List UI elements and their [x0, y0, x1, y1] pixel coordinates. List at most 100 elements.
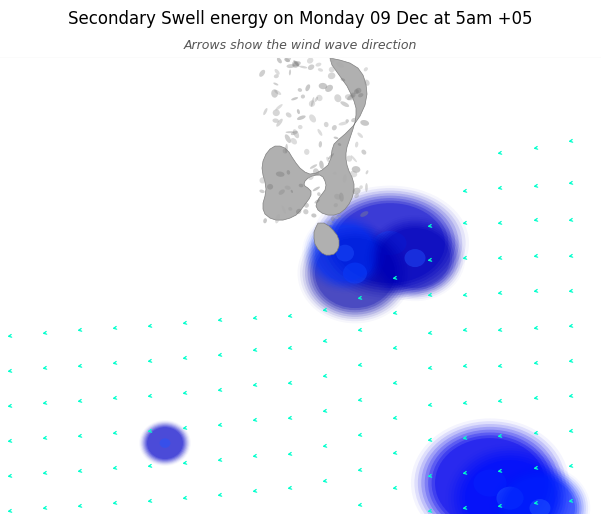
Ellipse shape	[308, 218, 382, 288]
Bar	[598, 58, 601, 514]
Ellipse shape	[334, 215, 338, 219]
Ellipse shape	[273, 109, 280, 116]
Polygon shape	[314, 223, 339, 255]
Ellipse shape	[351, 155, 357, 162]
Ellipse shape	[373, 231, 406, 255]
Ellipse shape	[146, 426, 184, 460]
Ellipse shape	[276, 172, 284, 177]
Ellipse shape	[285, 144, 288, 153]
Ellipse shape	[328, 153, 334, 159]
Ellipse shape	[298, 125, 302, 129]
Ellipse shape	[263, 218, 267, 223]
Ellipse shape	[332, 200, 448, 286]
Ellipse shape	[305, 84, 310, 91]
Ellipse shape	[355, 142, 358, 148]
Ellipse shape	[316, 63, 322, 67]
Ellipse shape	[451, 448, 569, 514]
Ellipse shape	[315, 225, 375, 281]
Ellipse shape	[313, 223, 377, 283]
Ellipse shape	[336, 245, 354, 262]
Ellipse shape	[364, 80, 370, 86]
Ellipse shape	[299, 183, 304, 188]
Ellipse shape	[275, 214, 280, 224]
Ellipse shape	[345, 94, 355, 100]
Ellipse shape	[319, 141, 322, 148]
Ellipse shape	[326, 157, 329, 162]
Ellipse shape	[347, 95, 353, 100]
Ellipse shape	[304, 214, 386, 291]
Ellipse shape	[359, 186, 363, 189]
Ellipse shape	[376, 224, 454, 292]
Ellipse shape	[276, 119, 282, 126]
Ellipse shape	[314, 188, 466, 298]
Ellipse shape	[292, 61, 299, 68]
Ellipse shape	[273, 83, 278, 85]
Ellipse shape	[355, 88, 361, 94]
Ellipse shape	[279, 190, 285, 195]
Ellipse shape	[304, 149, 310, 155]
Ellipse shape	[337, 62, 344, 68]
Ellipse shape	[369, 219, 461, 298]
Ellipse shape	[365, 170, 368, 174]
Ellipse shape	[492, 467, 588, 514]
Ellipse shape	[494, 469, 586, 514]
Ellipse shape	[287, 170, 290, 175]
Ellipse shape	[314, 97, 318, 102]
Ellipse shape	[285, 186, 291, 190]
Ellipse shape	[353, 188, 361, 194]
Ellipse shape	[318, 191, 462, 296]
Ellipse shape	[293, 61, 300, 66]
Ellipse shape	[361, 120, 369, 126]
Ellipse shape	[314, 199, 320, 204]
Ellipse shape	[352, 166, 361, 173]
Ellipse shape	[496, 471, 584, 514]
Ellipse shape	[435, 438, 545, 514]
Ellipse shape	[307, 58, 313, 64]
Ellipse shape	[325, 85, 333, 92]
Ellipse shape	[313, 168, 319, 175]
Ellipse shape	[304, 203, 309, 208]
Ellipse shape	[291, 97, 298, 100]
Ellipse shape	[354, 194, 359, 198]
Ellipse shape	[310, 220, 380, 286]
Ellipse shape	[474, 470, 507, 497]
Ellipse shape	[259, 70, 265, 77]
Text: Arrows show the wind wave direction: Arrows show the wind wave direction	[184, 39, 417, 52]
Ellipse shape	[285, 134, 291, 143]
Ellipse shape	[496, 487, 523, 509]
Ellipse shape	[361, 150, 366, 155]
Ellipse shape	[145, 425, 185, 461]
Ellipse shape	[421, 427, 559, 514]
Ellipse shape	[358, 133, 363, 138]
Ellipse shape	[454, 451, 566, 514]
Ellipse shape	[285, 54, 291, 62]
Ellipse shape	[501, 474, 579, 514]
Ellipse shape	[350, 93, 356, 98]
Ellipse shape	[351, 118, 356, 122]
Ellipse shape	[330, 57, 335, 63]
Ellipse shape	[465, 460, 555, 514]
Ellipse shape	[275, 69, 279, 75]
Ellipse shape	[459, 455, 561, 514]
Ellipse shape	[271, 89, 278, 98]
Ellipse shape	[358, 93, 364, 97]
Ellipse shape	[147, 427, 183, 459]
Ellipse shape	[313, 187, 320, 191]
Ellipse shape	[285, 131, 294, 133]
Ellipse shape	[309, 100, 315, 107]
Ellipse shape	[418, 424, 562, 514]
Ellipse shape	[343, 263, 367, 284]
Text: Secondary Swell energy on Monday 09 Dec at 5am +05: Secondary Swell energy on Monday 09 Dec …	[69, 10, 532, 28]
Ellipse shape	[380, 228, 450, 288]
Ellipse shape	[309, 115, 316, 122]
Ellipse shape	[311, 222, 379, 285]
Ellipse shape	[325, 196, 456, 290]
Ellipse shape	[308, 174, 314, 180]
Ellipse shape	[326, 221, 333, 225]
Ellipse shape	[350, 171, 357, 177]
Ellipse shape	[373, 223, 457, 293]
Ellipse shape	[322, 193, 459, 293]
Ellipse shape	[302, 227, 407, 319]
Ellipse shape	[329, 67, 335, 72]
Ellipse shape	[284, 58, 290, 62]
